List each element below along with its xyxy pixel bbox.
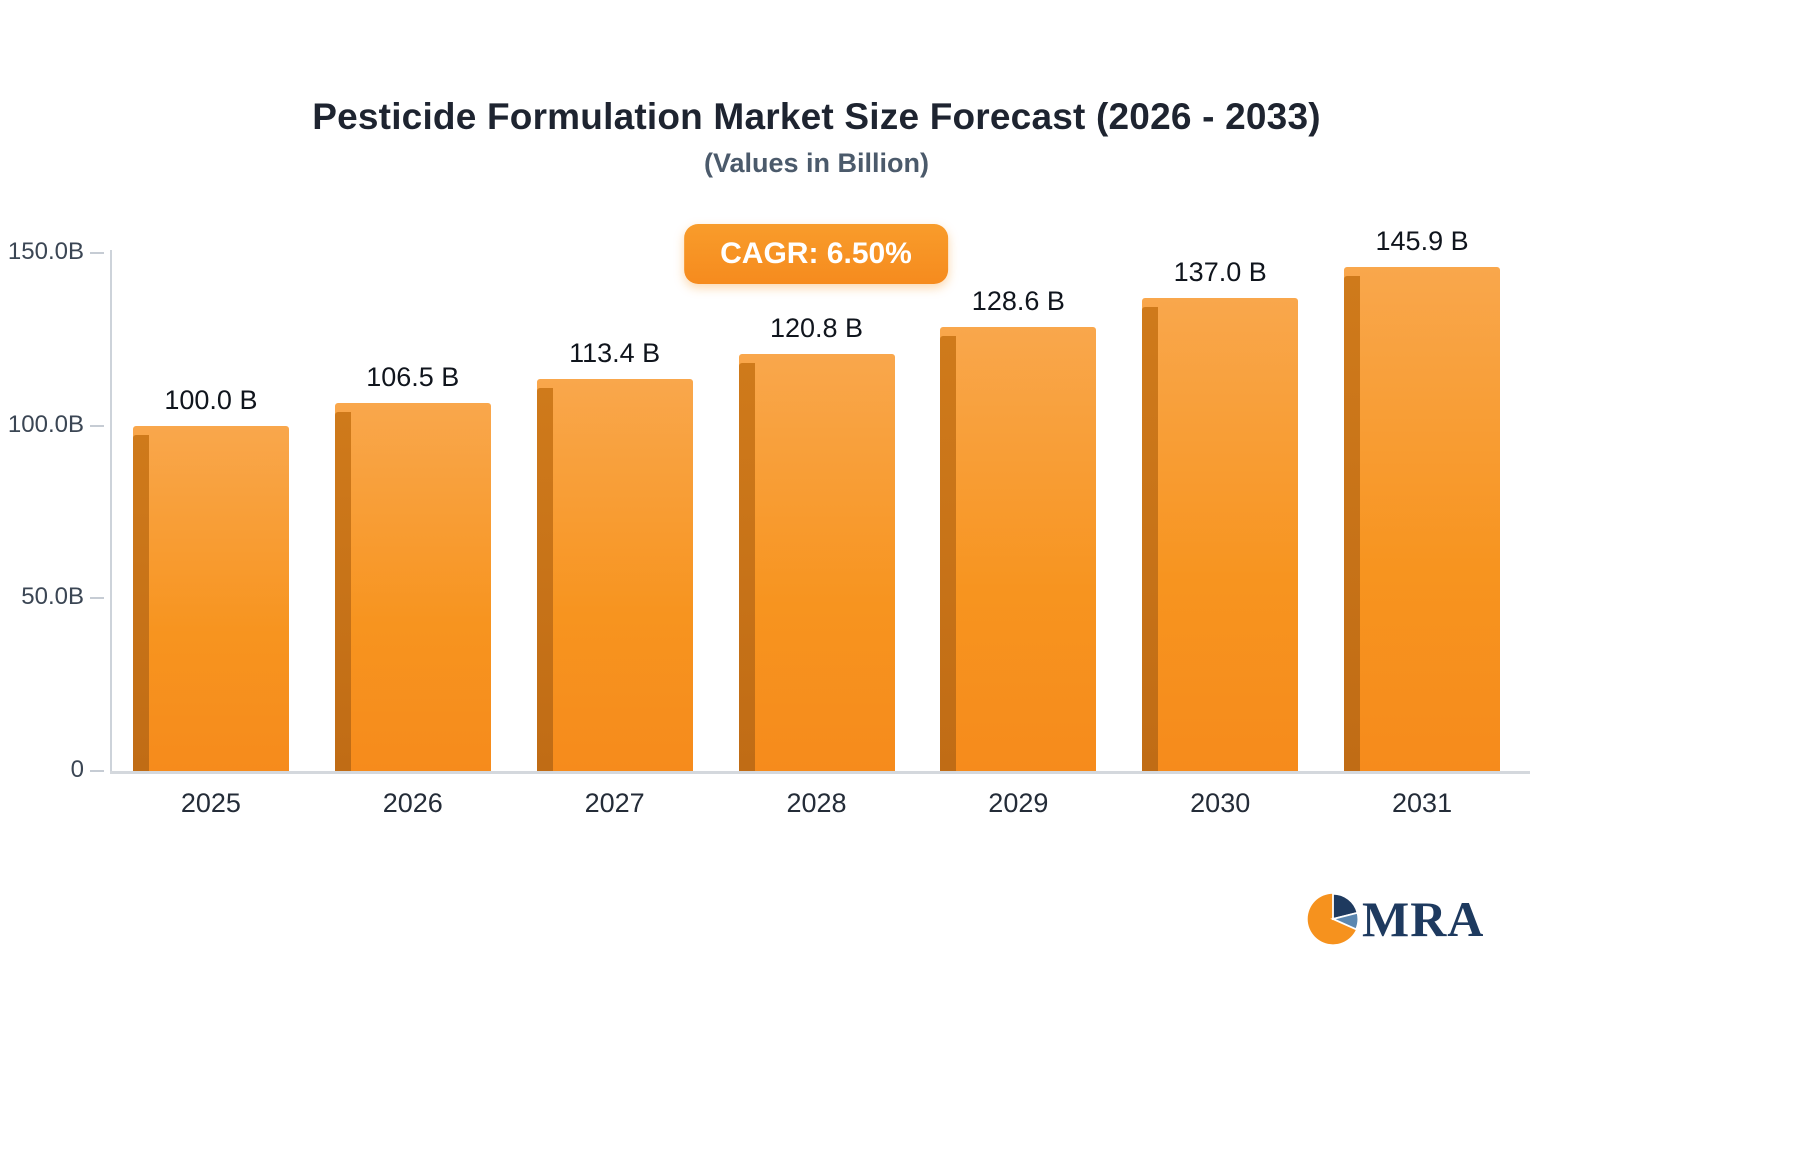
bar-2030 (1142, 298, 1298, 771)
bar-side-shadow (940, 336, 956, 771)
bar-face (940, 327, 1096, 771)
bar-side-shadow (1344, 276, 1360, 771)
y-tick-mark (90, 597, 104, 600)
bar-face (537, 379, 693, 771)
bar-value-label: 106.5 B (366, 362, 460, 392)
bar-side-shadow (133, 435, 149, 771)
bar-value-label: 120.8 B (769, 313, 864, 343)
logo-text: MRA (1362, 891, 1485, 947)
x-axis-label: 2025 (180, 788, 241, 818)
x-axis-label: 2030 (1190, 788, 1251, 818)
bar-2027 (537, 379, 693, 771)
bar-value-label: 137.0 B (1173, 257, 1267, 287)
y-tick-label: 0 (70, 756, 84, 783)
chart-title: Pesticide Formulation Market Size Foreca… (312, 96, 1321, 137)
bar-face (133, 426, 289, 771)
y-tick-label: 100.0B (7, 410, 84, 438)
bar-side-shadow (1142, 307, 1158, 771)
y-tick-label: 150.0B (7, 238, 84, 265)
bar-face (1344, 267, 1500, 771)
bar-face (1142, 298, 1298, 771)
x-axis-label: 2027 (584, 788, 645, 818)
bar-2025 (133, 426, 289, 771)
y-tick-mark (90, 252, 104, 254)
logo-pie-icon (1306, 892, 1360, 946)
bar-face (739, 354, 895, 771)
bar-2026 (335, 403, 491, 771)
bar-side-shadow (739, 363, 755, 771)
cagr-badge: CAGR: 6.50% (684, 224, 948, 284)
bar-2031 (1344, 267, 1500, 771)
x-axis-line (110, 771, 1530, 774)
y-axis-line (110, 250, 112, 773)
chart-subtitle: (Values in Billion) (703, 148, 930, 178)
x-axis-label: 2031 (1392, 788, 1453, 818)
logo: MRA (1306, 892, 1484, 946)
bar-2029 (940, 327, 1096, 771)
x-axis-label: 2029 (988, 788, 1049, 818)
x-axis-label: 2026 (382, 788, 443, 818)
bar-2028 (739, 354, 895, 771)
y-tick-label: 50.0B (21, 583, 84, 611)
x-axis-label: 2028 (786, 788, 847, 818)
bar-value-label: 113.4 B (569, 338, 661, 368)
y-tick-mark (90, 770, 104, 772)
bar-side-shadow (335, 412, 351, 771)
y-tick-mark (90, 424, 104, 427)
bar-value-label: 145.9 B (1375, 226, 1469, 256)
bar-side-shadow (537, 388, 553, 771)
bar-value-label: 100.0 B (164, 385, 258, 415)
bar-value-label: 128.6 B (971, 286, 1065, 316)
bar-face (335, 403, 491, 771)
